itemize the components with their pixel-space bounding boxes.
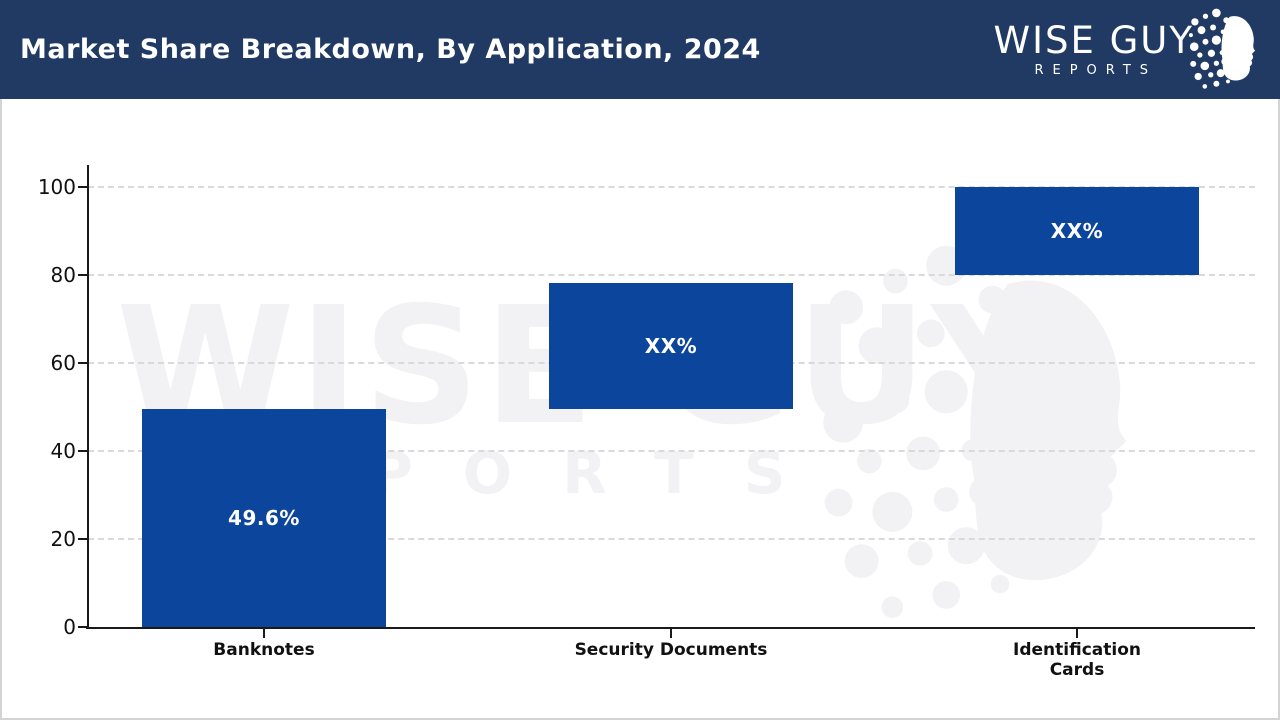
x-axis (86, 627, 1255, 629)
gridline (88, 274, 1255, 276)
x-category-label: Banknotes (213, 640, 315, 660)
bar-segment: XX% (955, 187, 1199, 275)
y-tick-label: 0 (63, 615, 76, 639)
y-tick-mark (78, 450, 88, 452)
x-tick-mark (1076, 629, 1078, 638)
y-tick-label: 20 (50, 527, 76, 551)
logo-face-icon (1180, 7, 1266, 93)
brand-logo: WISE GUY REPORTS (994, 7, 1280, 93)
plot-area: 0 20 40 60 80 100 49.6% XX% XX% Banknotes Security… (0, 99, 1280, 720)
bar-segment-text: XX% (1050, 219, 1104, 243)
gridline (88, 538, 1255, 540)
y-tick-label: 100 (37, 175, 76, 199)
bar-segment: XX% (549, 282, 793, 409)
x-tick-mark (263, 629, 265, 638)
y-tick-label: 40 (50, 439, 76, 463)
y-tick-mark (78, 362, 88, 364)
gridline (88, 186, 1255, 188)
y-tick-mark (78, 626, 88, 628)
logo-text: WISE GUY REPORTS (994, 22, 1194, 78)
x-category-label: Identification Cards (1013, 640, 1141, 681)
x-tick-mark (670, 629, 672, 638)
y-tick-mark (78, 186, 88, 188)
y-tick-label: 80 (50, 263, 76, 287)
y-tick-mark (78, 274, 88, 276)
y-tick-label: 60 (50, 351, 76, 375)
logo-subtitle: REPORTS (1034, 62, 1158, 78)
gridline (88, 450, 1255, 452)
y-axis (87, 165, 89, 629)
y-tick-mark (78, 538, 88, 540)
logo-wordmark: WISE GUY (993, 18, 1194, 62)
page-title: Market Share Breakdown, By Application, … (20, 34, 761, 65)
bar-segment-text: XX% (644, 333, 698, 358)
x-category-label: Security Documents (574, 640, 768, 660)
bar-segment: 49.6% (142, 408, 386, 627)
header-bar: Market Share Breakdown, By Application, … (0, 0, 1280, 99)
bar-segment-text: 49.6% (228, 505, 300, 530)
